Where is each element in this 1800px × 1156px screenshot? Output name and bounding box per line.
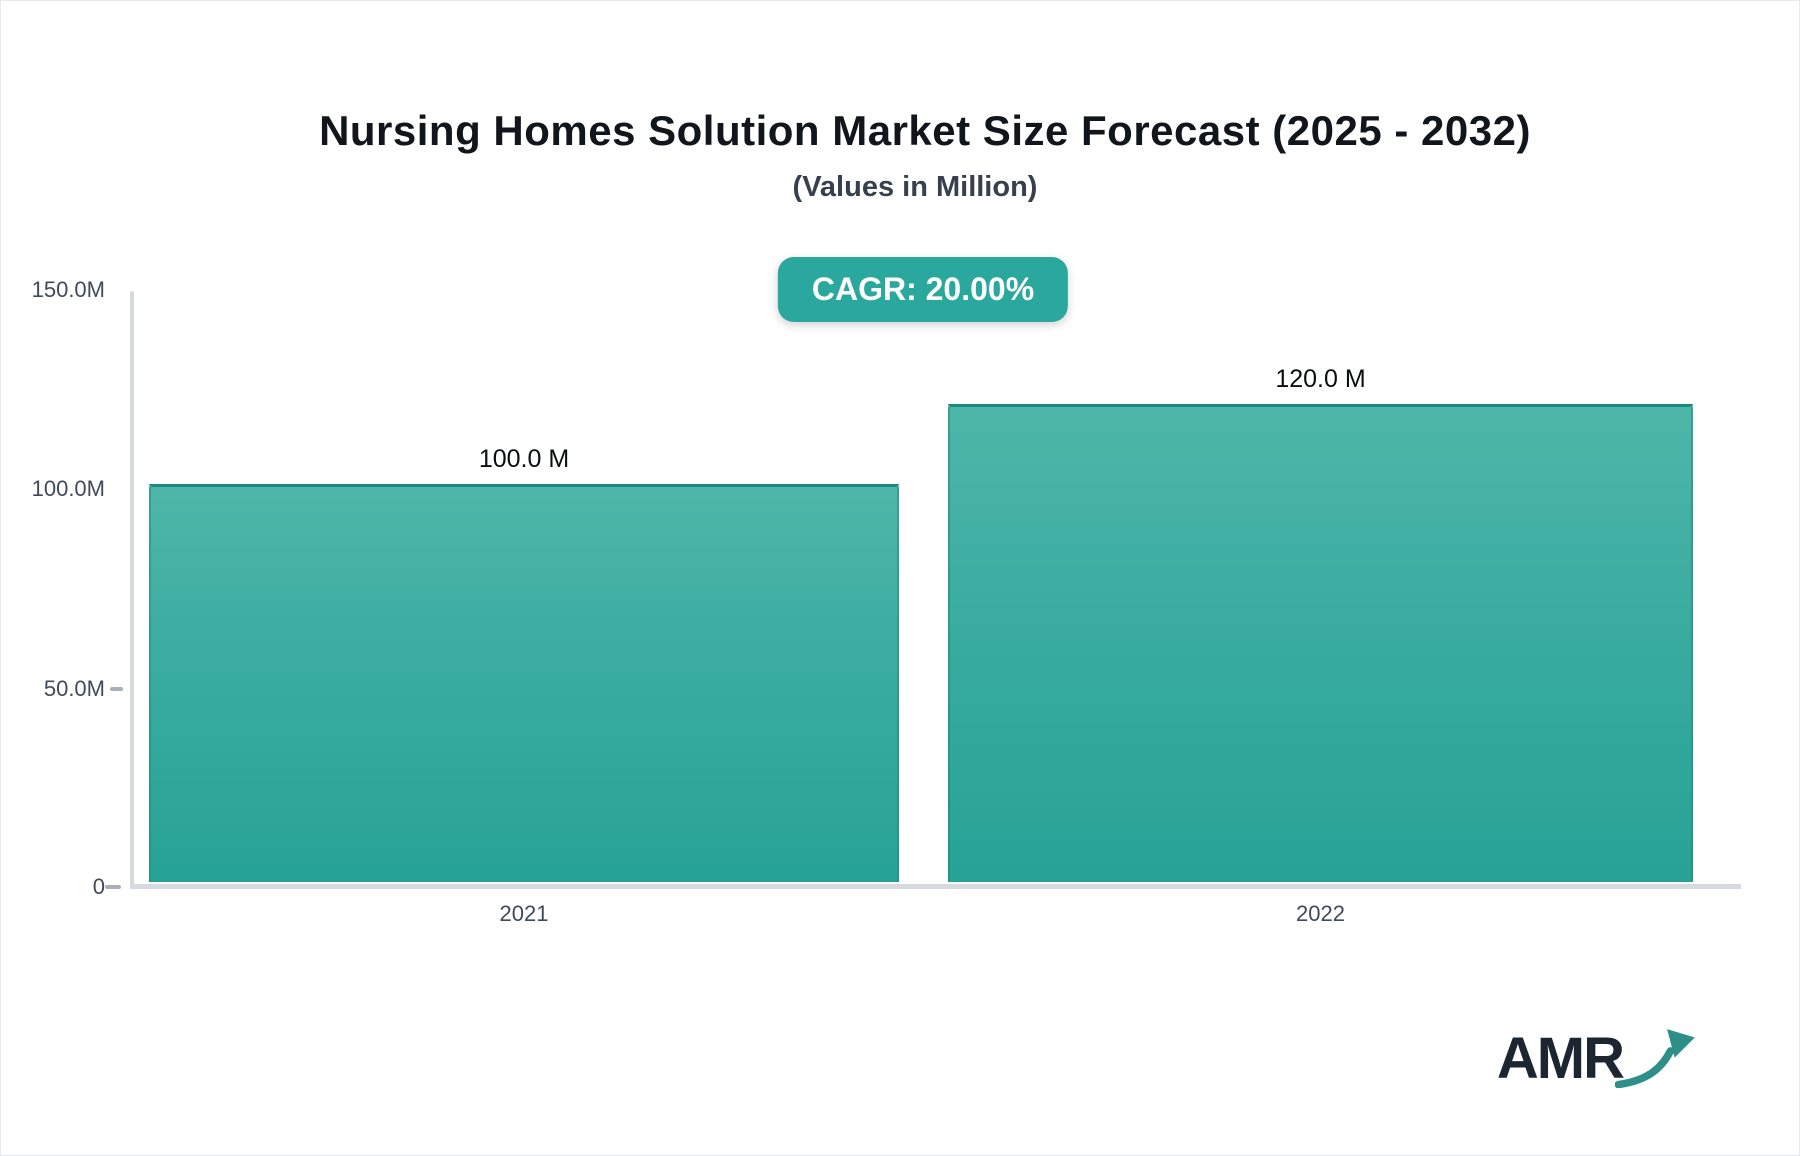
- y-axis-line: [130, 291, 134, 888]
- y-axis-tick-label-50: 50.0M: [43, 676, 105, 701]
- y-axis-tick-mark-50: [110, 687, 123, 691]
- amr-logo: AMR: [1497, 1025, 1699, 1092]
- cagr-badge: CAGR: 20.00%: [777, 257, 1069, 322]
- growth-arrow-icon: [1615, 1028, 1695, 1088]
- bar-2022[interactable]: [948, 404, 1693, 882]
- chart-subtitle: (Values in Million): [792, 171, 1038, 203]
- y-axis-tick-mark-0: [105, 885, 121, 889]
- y-axis-tick-label-0: 0: [92, 874, 105, 899]
- amr-logo-text: AMR: [1496, 1026, 1625, 1091]
- bar-group-2021: 100.0 M: [149, 445, 899, 882]
- bar-value-label-2022: 120.0 M: [1275, 365, 1366, 393]
- x-axis-label-2021: 2021: [499, 901, 549, 926]
- y-axis-tick-label-150: 150.0M: [31, 277, 105, 302]
- x-axis-label-2022: 2022: [1296, 901, 1345, 926]
- bar-value-label-2021: 100.0 M: [478, 445, 570, 473]
- x-axis-baseline: [130, 884, 1741, 889]
- bar-2021[interactable]: [149, 484, 899, 882]
- chart-title: Nursing Homes Solution Market Size Forec…: [319, 107, 1531, 154]
- bar-group-2022: 120.0 M: [948, 365, 1693, 882]
- y-axis-tick-label-100: 100.0M: [31, 476, 105, 501]
